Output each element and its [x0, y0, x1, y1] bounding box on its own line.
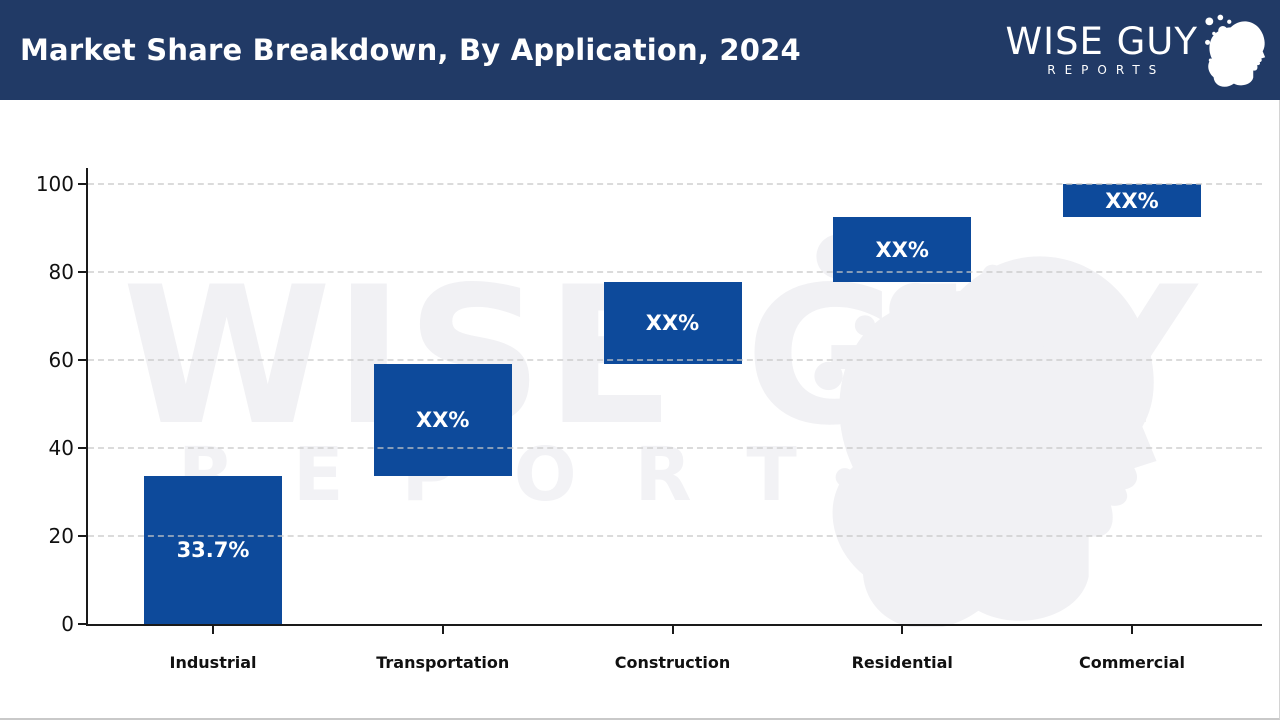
- bar-commercial[interactable]: XX%: [1063, 184, 1201, 218]
- logo-subtext: REPORTS: [1047, 62, 1166, 77]
- bar-transportation[interactable]: XX%: [373, 363, 512, 476]
- x-axis-label-industrial: Industrial: [169, 653, 257, 672]
- x-axis-label-transportation: Transportation: [376, 653, 510, 672]
- logo-text: WISE GUY REPORTS: [1005, 20, 1198, 77]
- x-axis-tick-residential: [901, 626, 904, 634]
- y-axis-tick-label-100: 100: [35, 172, 74, 196]
- bar-value-label-construction: XX%: [645, 310, 700, 335]
- x-axis-tick-commercial: [1131, 626, 1133, 634]
- logo-wordmark: WISE GUY: [1005, 20, 1198, 64]
- bar-residential[interactable]: XX%: [833, 217, 972, 282]
- x-axis-label-construction: Construction: [614, 653, 731, 672]
- y-axis-tick-label-40: 40: [48, 436, 74, 460]
- header-bar: Market Share Breakdown, By Application, …: [0, 0, 1280, 100]
- wise-guy-reports-logo: WISE GUY REPORTS: [1006, 8, 1268, 92]
- bar-value-label-transportation: XX%: [416, 407, 470, 432]
- y-axis-tick-label-0: 0: [61, 612, 74, 636]
- x-axis-tick-industrial: [212, 626, 214, 634]
- x-axis-tick-construction: [671, 626, 674, 634]
- y-axis-tick-0: [78, 623, 86, 625]
- bar-industrial[interactable]: 33.7%: [144, 475, 282, 624]
- logo-face-icon: [1205, 14, 1266, 87]
- y-axis-tick-80: [78, 271, 86, 273]
- bar-construction[interactable]: XX%: [603, 281, 742, 364]
- y-axis-tick-label-20: 20: [48, 524, 74, 548]
- x-axis-label-commercial: Commercial: [1078, 653, 1186, 672]
- y-axis-tick-40: [78, 447, 86, 449]
- y-axis-tick-60: [78, 359, 86, 361]
- plot-area: 0 20 40 60 80 100 33.7% Industrial XX% Transporta…: [36, 168, 1262, 672]
- page-title: Market Share Breakdown, By Application, …: [20, 33, 801, 67]
- bar-value-label-residential: XX%: [875, 237, 929, 262]
- x-axis-tick-transportation: [441, 626, 444, 634]
- gridline-40: [88, 447, 1262, 449]
- gridline-80: [88, 271, 1262, 273]
- x-axis-label-residential: Residential: [851, 653, 953, 672]
- bar-value-label-commercial: XX%: [1105, 188, 1159, 213]
- y-axis-tick-100: [78, 183, 86, 185]
- bar-value-label-industrial: 33.7%: [176, 537, 250, 562]
- y-axis-tick-20: [78, 535, 86, 537]
- y-axis-tick-label-60: 60: [48, 348, 74, 372]
- y-axis-tick-label-80: 80: [48, 260, 74, 284]
